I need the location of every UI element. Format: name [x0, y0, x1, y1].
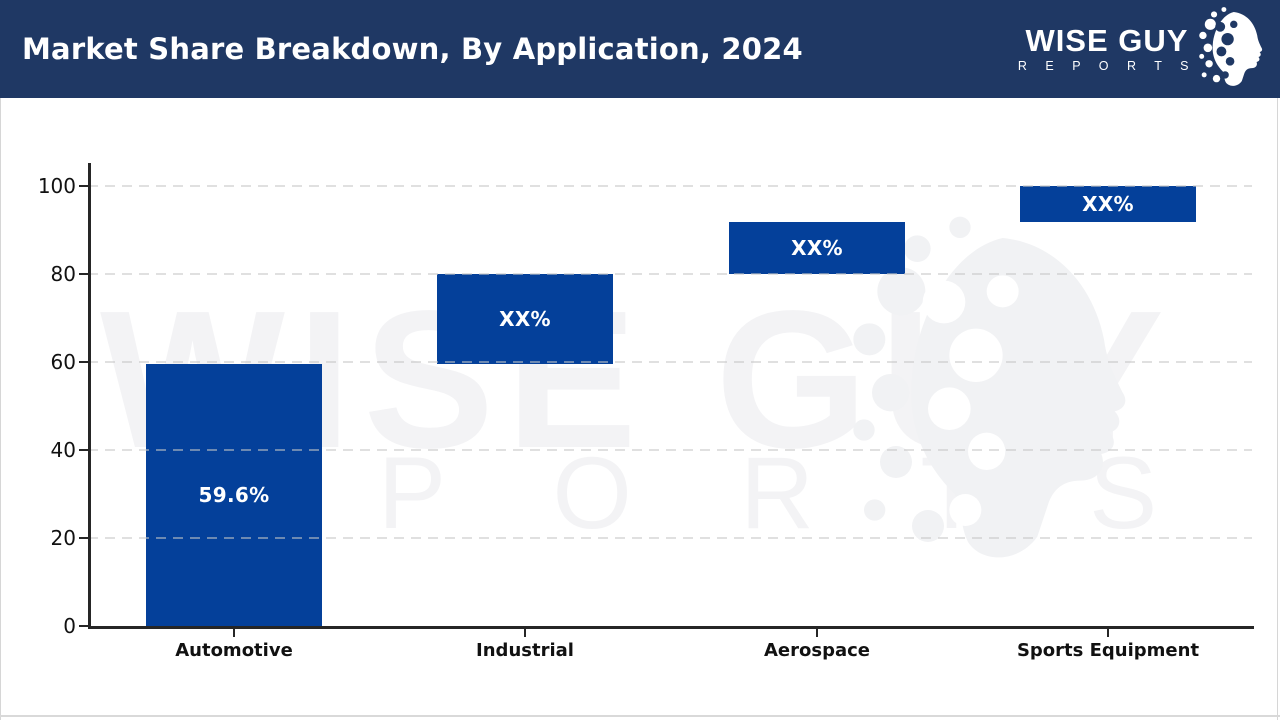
bar-value-label: XX%	[499, 306, 551, 331]
bar-sports-equipment: XX%	[1020, 186, 1196, 223]
brand-logo-text: WISE GUY R E P O R T S	[1018, 25, 1196, 73]
y-axis-tick	[79, 361, 88, 363]
bar-aerospace: XX%	[729, 222, 905, 274]
y-axis-tick-label: 20	[50, 526, 76, 550]
x-axis-tick	[233, 628, 235, 637]
category-label: Industrial	[476, 640, 574, 661]
gridline	[88, 449, 1252, 451]
y-axis-tick	[79, 449, 88, 451]
y-axis-tick-label: 100	[37, 174, 76, 198]
category-label: Aerospace	[763, 640, 870, 661]
bar-value-label: XX%	[1082, 192, 1134, 217]
y-axis-tick-label: 0	[63, 614, 76, 638]
gridline	[88, 361, 1252, 363]
gridline	[88, 185, 1252, 187]
x-axis-tick	[1107, 628, 1109, 637]
bar-value-label: XX%	[791, 236, 843, 261]
y-axis-tick	[79, 625, 88, 627]
gridline	[88, 273, 1252, 275]
gridline	[88, 537, 1252, 539]
y-axis-tick	[79, 537, 88, 539]
y-axis-tick	[79, 273, 88, 275]
category-label: Automotive	[175, 640, 293, 661]
bar-value-label: 59.6%	[198, 482, 270, 507]
x-axis-line	[88, 626, 1254, 629]
bottom-divider	[0, 715, 1280, 717]
x-axis-tick	[524, 628, 526, 637]
brand-name: WISE GUY	[1025, 23, 1189, 58]
x-axis-tick	[816, 628, 818, 637]
watermark-head-icon	[853, 216, 1126, 558]
y-axis-tick-label: 60	[50, 350, 76, 374]
y-axis-line	[88, 163, 91, 628]
y-axis-tick-label: 80	[50, 262, 76, 286]
wiseguy-head-icon	[1199, 7, 1263, 86]
bar-industrial: XX%	[437, 274, 613, 364]
brand-logo: WISE GUY R E P O R T S	[1018, 4, 1272, 94]
header-bar: Market Share Breakdown, By Application, …	[0, 0, 1280, 98]
category-label: Sports Equipment	[1016, 640, 1200, 661]
bar-automotive: 59.6%	[146, 363, 322, 626]
y-axis-tick-label: 40	[50, 438, 76, 462]
brand-subname: R E P O R T S	[1017, 59, 1196, 73]
y-axis-tick	[79, 185, 88, 187]
page-title: Market Share Breakdown, By Application, …	[22, 32, 803, 66]
